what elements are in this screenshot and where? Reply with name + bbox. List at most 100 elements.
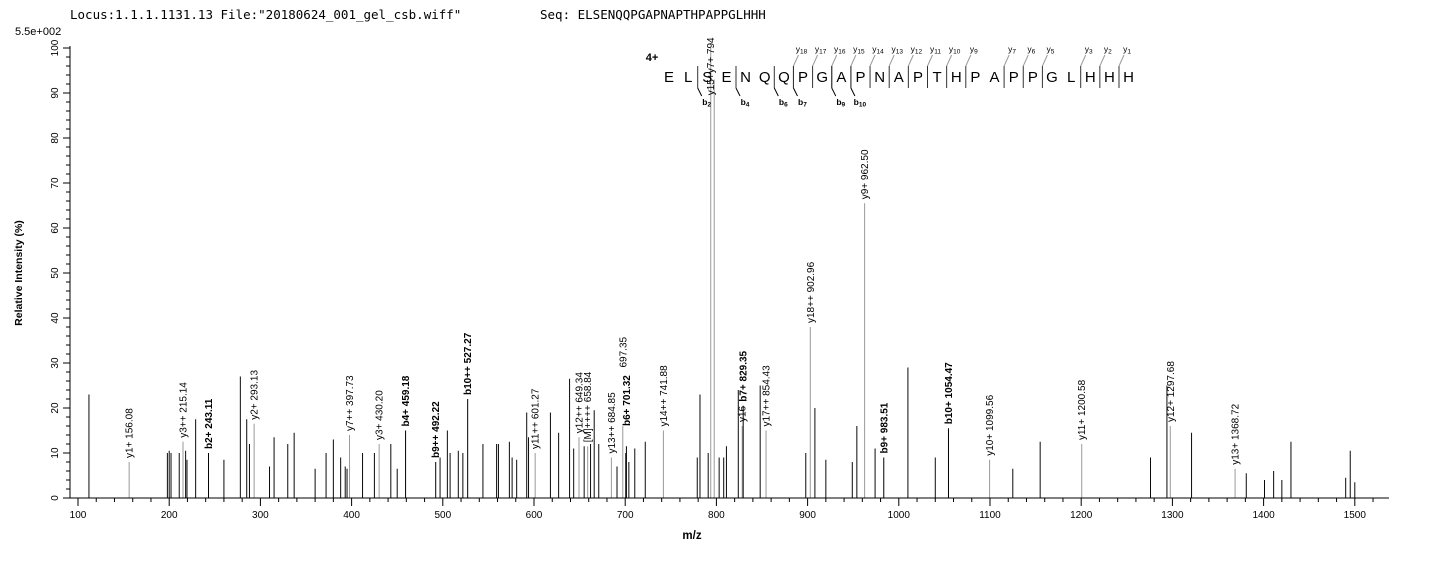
residue-letter: A [836,69,846,86]
y-tick-label: 40 [50,312,61,324]
y-tick-label: 20 [50,402,61,414]
residue-letter: S [702,69,712,86]
y-axis-title: Relative Intensity (%) [13,220,25,326]
y-ion-diagonal [1003,54,1010,67]
y-tick-label: 70 [50,177,61,189]
y-tick-label: 10 [50,447,61,459]
y-ion-tag: y9 [970,44,978,56]
y-ion-tag: y12 [911,44,923,56]
y-ion-diagonal [907,54,914,67]
x-tick-label: 900 [799,510,816,521]
b-ion-tag: b10 [854,97,867,109]
residue-letter: N [874,69,885,86]
y-ion-tag: y2 [1104,44,1112,56]
residue-letter: H [1104,69,1115,86]
residue-letter: E [664,69,674,86]
y-ion-tag: y3 [1085,44,1093,56]
residue-letter: G [1046,69,1058,86]
precursor-charge-label: 4+ [646,52,659,64]
peak-label: 697.35 [618,336,629,367]
axes-group: 100 200 300 400 500 600 700 800 900 1000 1100 1200 1… [50,39,1389,521]
x-tick-label: 1200 [1070,510,1093,521]
y-ion-tag: y11 [930,44,941,56]
y-tick-label: 80 [50,132,61,144]
y-ion-diagonal [1022,54,1029,67]
y-ion-tag: y17 [815,44,827,56]
residue-letter: A [894,69,904,86]
y-ion-tag: y6 [1027,44,1035,56]
x-tick-label: 200 [161,510,178,521]
peak-label: b4+ 459.18 [401,375,412,426]
y-ion-tag: y18 [796,44,808,56]
peak-label: y13+ 1368.72 [1231,403,1242,464]
b-ion-diagonal [831,87,837,97]
y-ion-tag: y15 [853,44,865,56]
peak-label: y12+ 1297.68 [1166,361,1177,422]
x-tick-label: 700 [617,510,634,521]
residue-letter: A [990,69,1000,86]
y-ion-diagonal [888,54,895,67]
y-ion-tag: y5 [1046,44,1054,56]
b-ion-diagonal [850,87,856,97]
b-ion-tag: b9 [836,97,845,109]
peak-label: y2+ 293.13 [250,370,261,420]
y-ion-tag: y14 [872,44,884,56]
y-ion-tag: y16 [834,44,846,56]
y-ion-diagonal [1118,54,1125,67]
residue-letter: G [816,69,828,86]
sequence-header-text: Seq: ELSENQQPGAPNAPTHPAPPGLHHH [540,7,766,22]
base-peak-intensity-label: 5.5e+002 [15,26,61,38]
peak-labels-group: y1+ 156.08 y3++ 215.14 b2+ 243.11 y2+ 293.1… [125,37,1242,465]
residue-letter: T [933,69,942,86]
y-ion-diagonal [869,54,876,67]
residue-letter: N [740,69,751,86]
peak-label: b9++ 492.22 [431,401,442,458]
peak-label: y16 [738,405,749,422]
b-ion-diagonal [697,87,703,97]
b-ion-tag: b2 [702,97,711,109]
y-tick-label: 30 [50,357,61,369]
y-ion-diagonal [1080,54,1087,67]
y-ion-diagonal [1041,54,1048,67]
peak-label: y1+ 156.08 [125,408,136,458]
y-tick-label: 90 [50,87,61,99]
peak-label: y11+ 1200.58 [1077,379,1088,440]
residue-letter: H [1085,69,1096,86]
y-ion-diagonal [812,54,819,67]
residue-letter: L [684,69,692,86]
residue-letter: P [970,69,980,86]
y-ion-tag: y10 [949,44,961,56]
b-ion-diagonal [773,87,779,97]
peak-label: y9+ 962.50 [860,149,871,199]
x-tick-label: 1300 [1161,510,1184,521]
peak-label: y18++ 902.96 [806,261,817,323]
y-ion-diagonal [1099,54,1106,67]
x-tick-label: 1400 [1252,510,1275,521]
peak-label: y7++ 397.73 [345,375,356,431]
b-ion-tag: b4 [741,97,750,109]
b-ion-tag: b6 [779,97,788,109]
peak-label: y11++ 601.27 [531,388,542,449]
peak-label: y17++ 854.43 [762,365,773,427]
residue-letter: Q [778,69,790,86]
residue-letter: P [798,69,808,86]
x-tick-label: 600 [526,510,543,521]
peak-label: b10+ 1054.47 [944,362,955,424]
x-tick-label: 1500 [1344,510,1367,521]
y-ion-tag: y1 [1123,44,1131,56]
peak-label: b9+ 983.51 [879,402,890,453]
y-ion-diagonal [946,54,953,67]
residue-letter: P [1028,69,1038,86]
y-tick-label: 100 [50,39,61,56]
y-tick-label: 60 [50,222,61,234]
y-tick-label: 0 [50,495,61,501]
y-ion-diagonal [831,54,838,67]
residue-letter: H [951,69,962,86]
x-tick-label: 400 [343,510,360,521]
x-tick-label: 100 [70,510,87,521]
y-ion-tag: y7 [1008,44,1016,56]
peak-label: y15+y7+ 794 [706,37,717,95]
x-axis-title: m/z [682,530,701,542]
